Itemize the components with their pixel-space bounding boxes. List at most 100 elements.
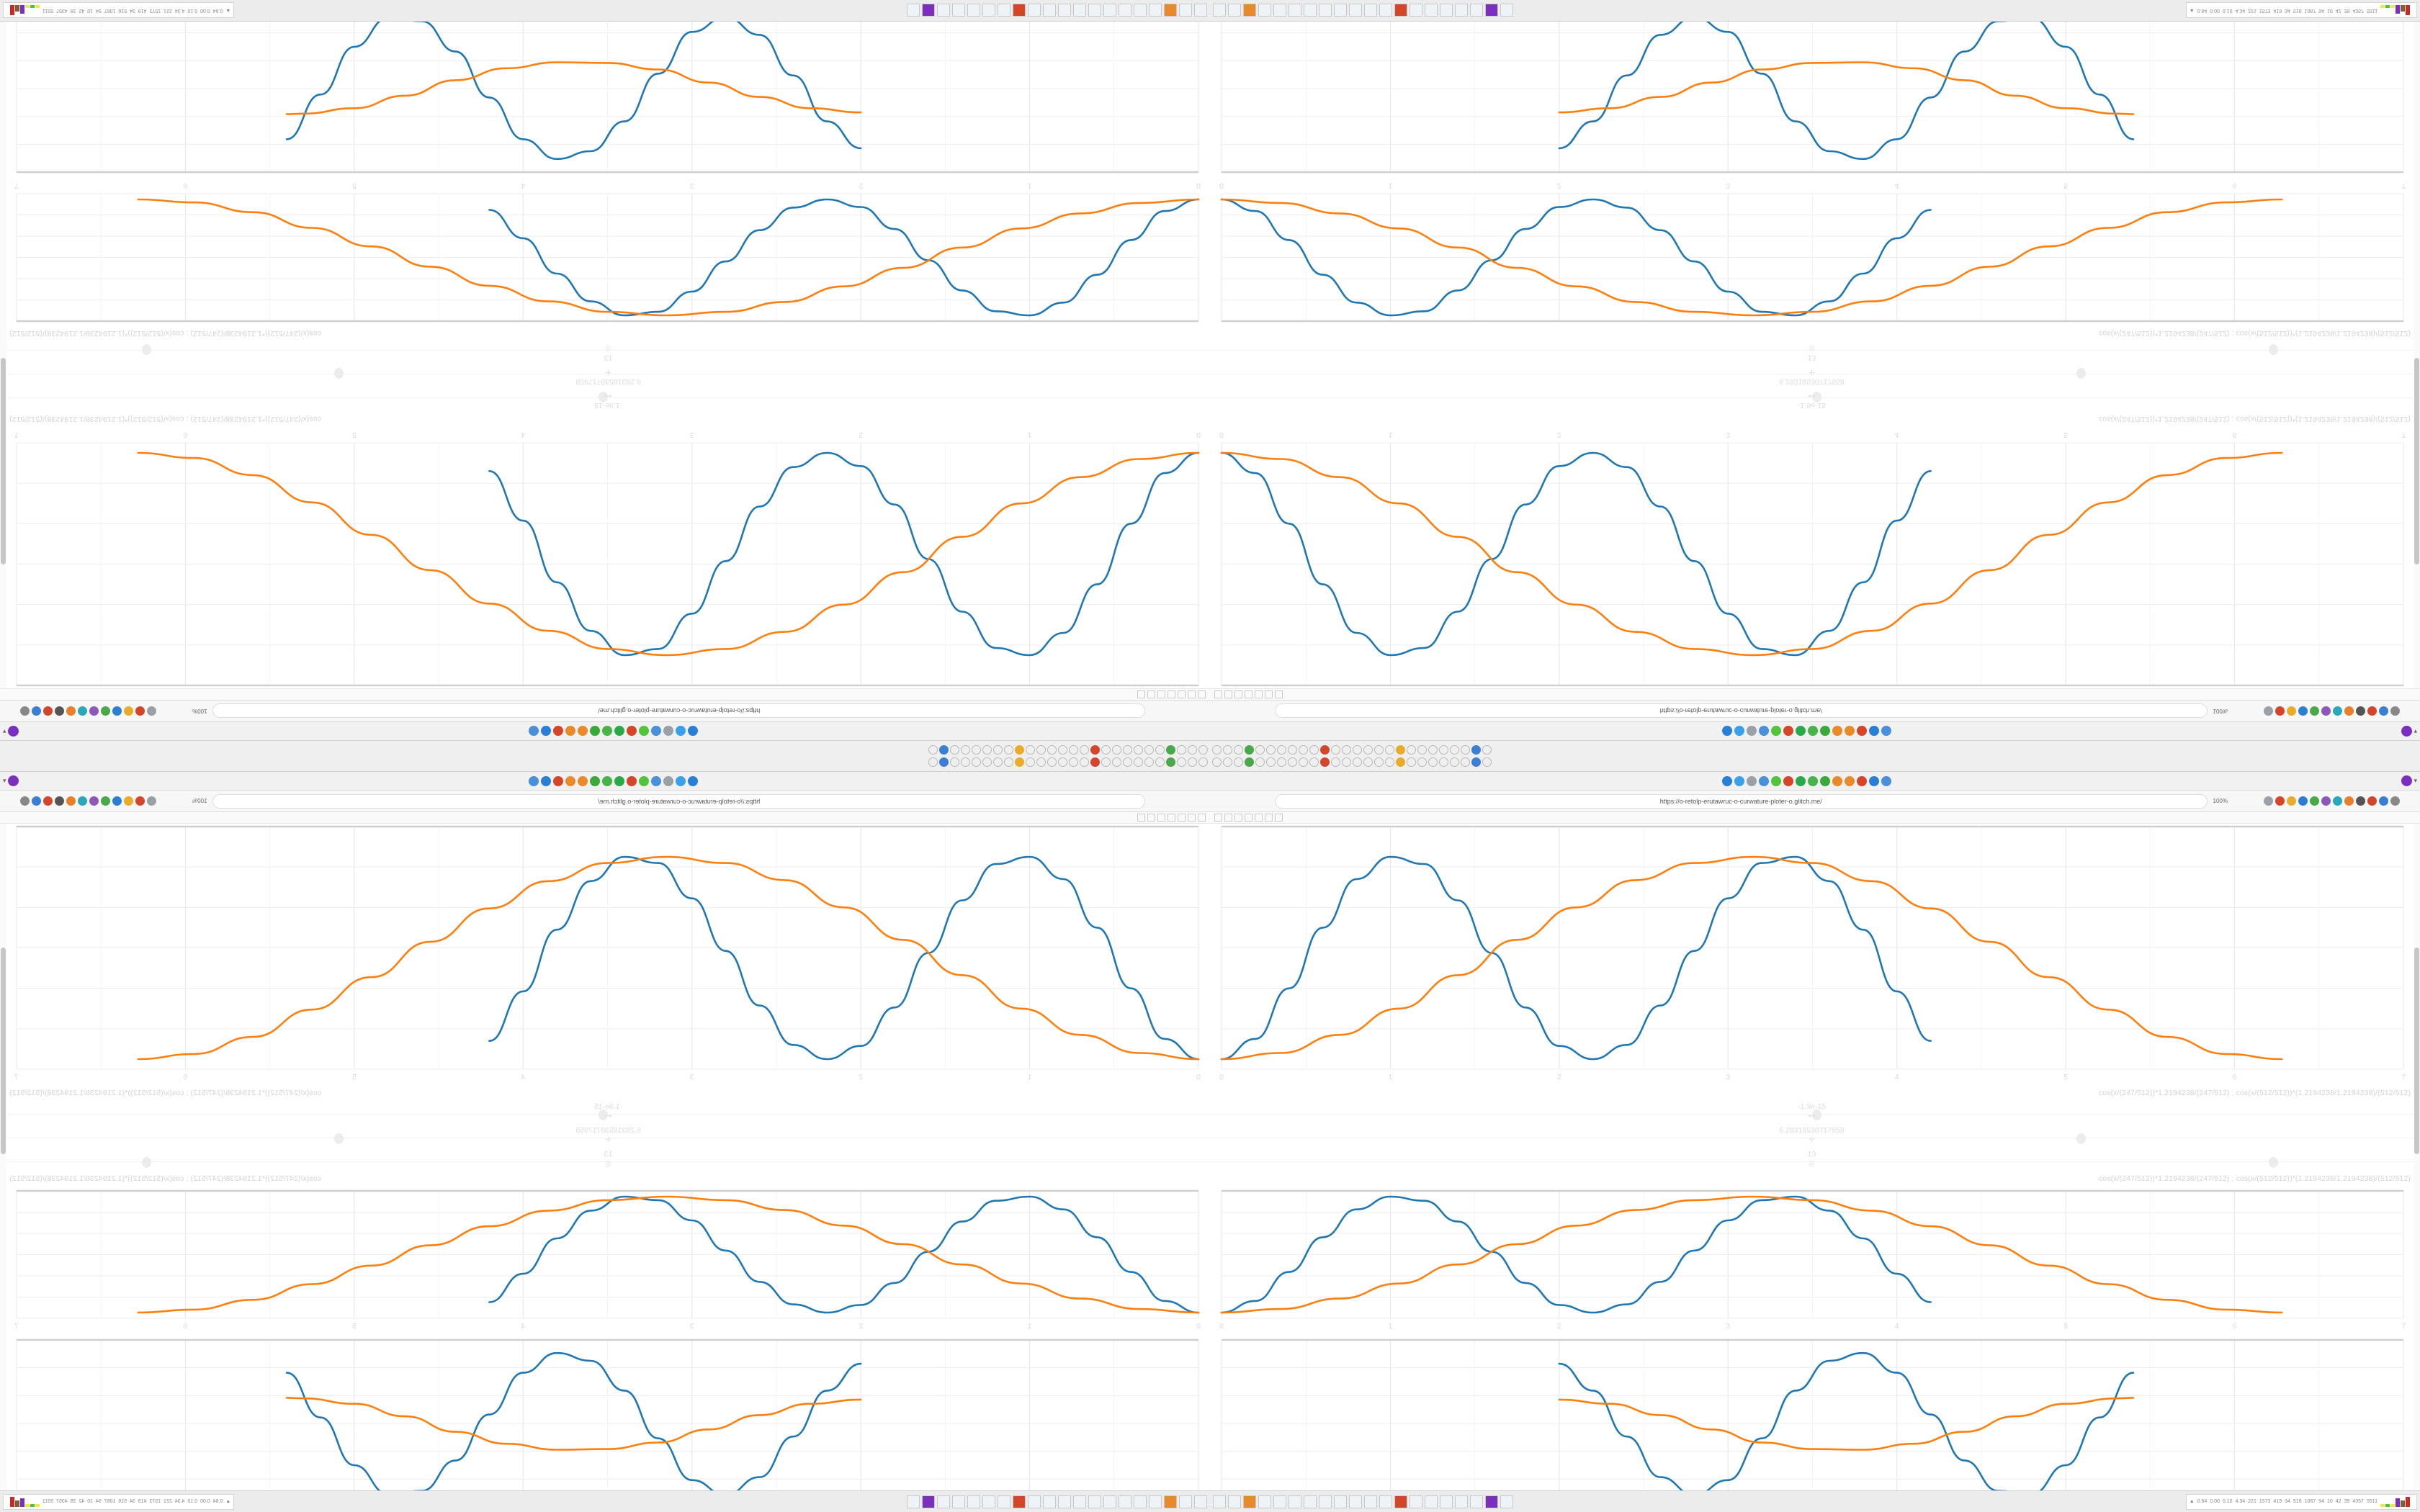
chart-upper[interactable] — [1210, 824, 2414, 1072]
bookmark-item[interactable] — [1137, 814, 1145, 822]
wm-window-icon[interactable] — [1374, 745, 1384, 755]
bookmark-item[interactable] — [1157, 690, 1165, 698]
wm-window-icon[interactable] — [993, 745, 1003, 755]
page-scrollbar[interactable] — [2414, 824, 2420, 1512]
wm-window-icon[interactable] — [982, 757, 992, 767]
url-input[interactable]: https://o-retolp-erutawruc-o-curwature-p… — [1275, 793, 2208, 809]
back-icon[interactable] — [1194, 796, 1206, 807]
tab-favicon[interactable] — [1746, 726, 1757, 737]
wm-window-icon[interactable] — [1134, 745, 1143, 755]
wm-window-icon[interactable] — [961, 757, 970, 767]
wm-window-icon[interactable] — [1101, 757, 1111, 767]
tab-favicon[interactable] — [1758, 775, 1769, 786]
wm-window-icon[interactable] — [1407, 757, 1416, 767]
wm-window-icon[interactable] — [1026, 745, 1035, 755]
wm-window-icon[interactable] — [1234, 745, 1243, 755]
tab-favicon[interactable] — [1770, 726, 1781, 737]
browser-tabstrip[interactable]: ▾ — [0, 721, 1210, 740]
bookmarks-bar[interactable] — [1210, 688, 2420, 700]
taskbar-app-icon[interactable] — [982, 1495, 995, 1508]
extension-icon[interactable] — [2367, 706, 2377, 716]
wm-window-icon[interactable] — [1277, 757, 1286, 767]
page-scrollbar[interactable] — [0, 824, 6, 1512]
wm-window-icon[interactable] — [1080, 745, 1089, 755]
taskbar-app-icon[interactable] — [1103, 1495, 1116, 1508]
taskbar-app-icon[interactable] — [1243, 4, 1256, 17]
extension-icons[interactable] — [19, 796, 156, 806]
bookmark-item[interactable] — [1245, 814, 1252, 822]
taskbar-app-icon[interactable] — [937, 1495, 950, 1508]
wm-window-icon[interactable] — [1255, 757, 1265, 767]
extension-icon[interactable] — [2344, 796, 2354, 806]
system-monitor-tray[interactable]: ▲ 0.64 0.00 0.10 4.34 221 1573 419 34 516 1067 94 1… — [3, 2, 235, 19]
taskbar-app-icon[interactable] — [1410, 4, 1422, 17]
home-icon[interactable] — [1149, 706, 1160, 717]
taskbar-app-icon[interactable] — [1073, 4, 1086, 17]
taskbar-app-icon[interactable] — [1043, 4, 1056, 17]
wm-window-icon[interactable] — [1385, 745, 1394, 755]
extension-icon[interactable] — [124, 706, 133, 716]
profile-avatar-icon[interactable] — [7, 775, 19, 786]
wm-window-icon[interactable] — [1036, 757, 1046, 767]
wm-window-icon[interactable] — [1223, 757, 1232, 767]
extension-icon[interactable] — [2344, 706, 2354, 716]
extension-icon[interactable] — [135, 706, 145, 716]
bookmark-item[interactable] — [1255, 814, 1263, 822]
taskbar-app-icon[interactable] — [1425, 4, 1438, 17]
wm-window-icon[interactable] — [1320, 745, 1330, 755]
tab-favicon[interactable] — [1856, 726, 1867, 737]
bookmark-item[interactable] — [1198, 814, 1206, 822]
wm-window-icon[interactable] — [1482, 757, 1492, 767]
bookmark-item[interactable] — [1234, 690, 1242, 698]
browser-navbar[interactable]: https://o-retolp-erutawruc-o-curwature-p… — [1210, 700, 2420, 721]
taskbar-app-icon[interactable] — [982, 4, 995, 17]
chart-upper[interactable] — [1210, 440, 2414, 688]
extension-icons[interactable] — [19, 706, 156, 716]
wm-window-icon[interactable] — [1353, 757, 1362, 767]
wm-window-icon[interactable] — [1374, 757, 1384, 767]
wm-window-icon[interactable] — [1144, 745, 1154, 755]
extension-icon[interactable] — [2287, 706, 2296, 716]
wm-window-icon[interactable] — [1134, 757, 1143, 767]
wm-window-icon[interactable] — [1255, 745, 1265, 755]
tab-favicon[interactable] — [1795, 726, 1806, 737]
reload-icon[interactable] — [1245, 706, 1256, 717]
control-phase[interactable]: -1.9e-15 ⊷ — [1210, 1102, 2414, 1126]
taskbar-app-icon[interactable] — [1455, 1495, 1468, 1508]
url-input[interactable]: https://o-retolp-erutawruc-o-curwature-p… — [1275, 703, 2208, 719]
tab-favicon[interactable] — [590, 726, 601, 737]
wm-window-icon[interactable] — [1266, 757, 1276, 767]
chevron-down-icon[interactable]: ▾ — [2414, 728, 2417, 735]
extension-icon[interactable] — [147, 706, 156, 716]
bookmark-item[interactable] — [1147, 814, 1155, 822]
bookmark-item[interactable] — [1245, 690, 1252, 698]
extension-icon[interactable] — [55, 796, 64, 806]
desktop-taskbar[interactable]: ▲ 0.64 0.00 0.10 4.34 221 1573 419 34 516 1067 94 1… — [0, 1490, 1210, 1512]
desktop-taskbar[interactable]: ▲ 0.64 0.00 0.10 4.34 221 1573 419 34 516 1067 94 1… — [1210, 0, 2420, 22]
wm-window-icon[interactable] — [1417, 745, 1427, 755]
tab-favicons[interactable] — [529, 726, 699, 737]
extension-icon[interactable] — [43, 706, 53, 716]
tab-favicon[interactable] — [1819, 775, 1830, 786]
taskbar-app-icon[interactable] — [1179, 4, 1192, 17]
wm-window-icon[interactable] — [1188, 757, 1197, 767]
tab-favicon[interactable] — [1844, 775, 1855, 786]
drag-handle-icon[interactable]: ✛ — [1809, 1136, 1815, 1144]
taskbar-app-icon[interactable] — [922, 1495, 935, 1508]
taskbar-app-icon[interactable] — [1273, 4, 1286, 17]
wm-window-icon[interactable] — [1245, 745, 1254, 755]
extension-icon[interactable] — [2287, 796, 2296, 806]
tab-favicon[interactable] — [553, 775, 564, 786]
extension-icon[interactable] — [32, 796, 41, 806]
slider-knob-period[interactable] — [2076, 1133, 2087, 1144]
tab-favicon[interactable] — [529, 775, 539, 786]
downloads-icon[interactable] — [160, 706, 171, 717]
wm-window-icon[interactable] — [1155, 745, 1165, 755]
bookmarks-bar[interactable] — [0, 812, 1210, 824]
browser-tabstrip[interactable]: ▾ — [1210, 772, 2420, 791]
tab-favicon[interactable] — [676, 775, 686, 786]
extension-icon[interactable] — [78, 706, 87, 716]
tab-favicon[interactable] — [1770, 775, 1781, 786]
slider-track-samples[interactable] — [1210, 1161, 2414, 1162]
taskbar-app-icon[interactable] — [967, 4, 980, 17]
